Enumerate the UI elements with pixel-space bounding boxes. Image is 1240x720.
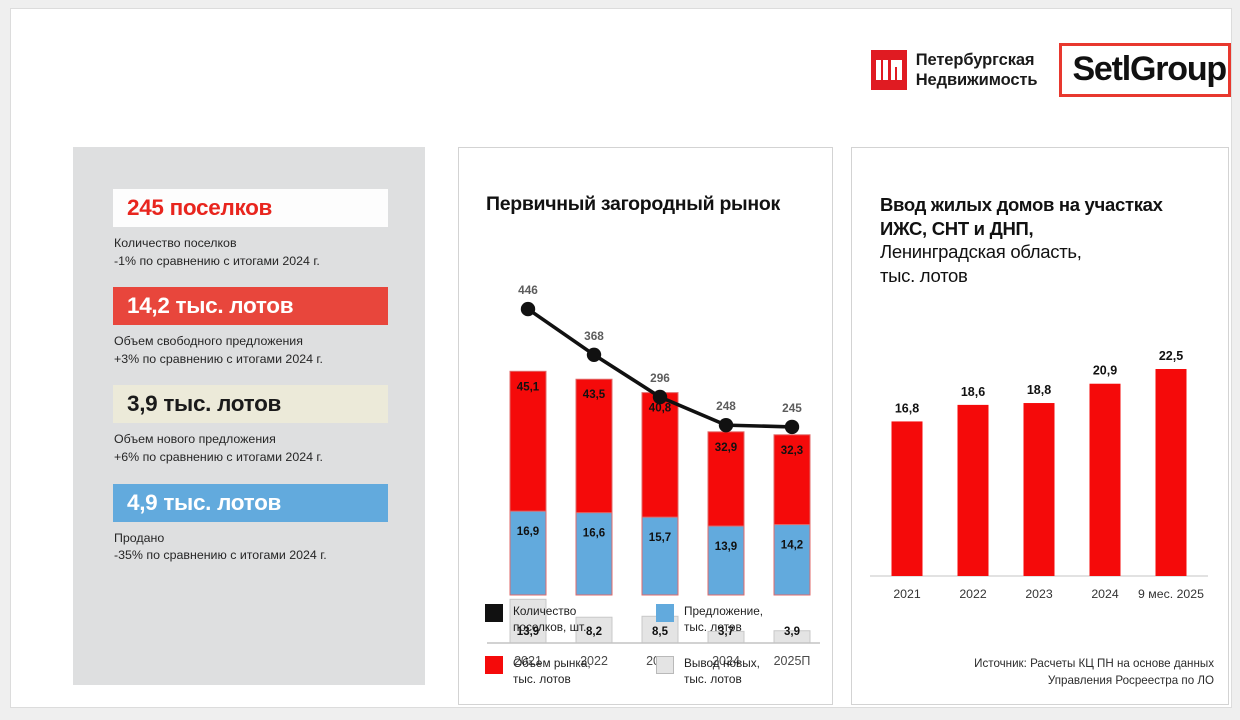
- chart-title-line-2: ИЖС, СНТ и ДНП,: [880, 217, 1034, 239]
- svg-text:2023: 2023: [1025, 587, 1053, 601]
- svg-text:2025П: 2025П: [774, 654, 811, 668]
- svg-text:14,2: 14,2: [781, 540, 803, 552]
- housing-commissioned-panel: Ввод жилых домов на участках ИЖС, СНТ и …: [851, 147, 1229, 705]
- housing-commissioned-chart: 16,8 2021 18,6 2022 18,8 2023 20,9 2024 22,5 9 ме…: [868, 318, 1216, 618]
- svg-text:13,9: 13,9: [715, 541, 737, 553]
- svg-text:40,8: 40,8: [649, 403, 672, 415]
- svg-text:8,5: 8,5: [652, 626, 669, 638]
- kpi-desc-line-1: Количество поселков: [114, 236, 237, 250]
- svg-text:3,7: 3,7: [718, 626, 734, 638]
- petersburg-realty-logo: Петербургская Недвижимость: [870, 50, 1038, 90]
- kpi-value: 4,9 тыс. лотов: [113, 483, 388, 522]
- source-line-2: Управления Росреестра по ЛО: [1047, 674, 1214, 688]
- kpi-desc-line-1: Объем нового предложения: [114, 432, 276, 447]
- kpi-desc-line-2: -35% по сравнению с итогами 2024 г.: [114, 548, 327, 563]
- chart-subtitle-line-1: Ленинградская область,: [880, 241, 1082, 263]
- svg-text:245: 245: [782, 401, 802, 415]
- slide-canvas: Петербургская Недвижимость SetlGroup 245…: [10, 8, 1232, 708]
- svg-text:32,3: 32,3: [781, 445, 803, 457]
- primary-suburban-market-panel: Первичный загородный рынок 45,1 16,9 43,5 1…: [458, 147, 833, 705]
- legend-label-line-1: Предложение,: [684, 604, 764, 618]
- svg-text:32,9: 32,9: [715, 442, 737, 454]
- chart-title-line-1: Ввод жилых домов на участках: [880, 194, 1163, 215]
- kpi-description: Объем нового предложения +6% по сравнени…: [113, 431, 388, 466]
- legend-swatch-blue-icon: [656, 604, 674, 622]
- legend-item: Количество поселков, шт.: [485, 603, 644, 635]
- legend-swatch-black-icon: [485, 604, 503, 622]
- source-line-1: Источник: Расчеты КЦ ПН на основе данных: [974, 657, 1214, 671]
- pn-monogram-icon: [870, 50, 907, 90]
- kpi-description: Продано -35% по сравнению с итогами 2024…: [113, 530, 388, 565]
- svg-text:296: 296: [650, 371, 670, 385]
- svg-text:248: 248: [716, 399, 736, 413]
- legend-label: Вывод новых, тыс. лотов: [684, 655, 760, 687]
- kpi-panel: 245 поселков Количество поселков -1% по …: [73, 147, 425, 685]
- legend-label-line-1: Вывод новых,: [684, 656, 760, 671]
- kpi-desc-line-2: +6% по сравнению с итогами 2024 г.: [114, 450, 323, 465]
- legend-label: Количество поселков, шт.: [513, 603, 586, 635]
- legend-label-line-2: поселков, шт.: [513, 620, 587, 635]
- svg-text:18,8: 18,8: [1027, 383, 1051, 397]
- legend-label-line-2: тыс. лотов: [684, 672, 742, 687]
- legend-item: Предложение, тыс. лотов: [656, 603, 815, 635]
- svg-text:2024: 2024: [712, 654, 740, 668]
- svg-text:15,7: 15,7: [649, 532, 671, 544]
- kpi-card-settlements: 245 поселков Количество поселков -1% по …: [113, 189, 388, 270]
- kpi-description: Количество поселков -1% по сравнению с и…: [113, 235, 388, 270]
- svg-text:16,9: 16,9: [517, 526, 539, 538]
- primary-market-chart: 45,1 16,9 43,5 16,6 40,8 15,7 32,9 13,9 32,3 14,2…: [473, 243, 820, 703]
- legend-swatch-gray-icon: [656, 656, 674, 675]
- svg-text:8,2: 8,2: [586, 626, 602, 638]
- svg-text:20,9: 20,9: [1093, 364, 1117, 378]
- kpi-card-free-supply: 14,2 тыс. лотов Объем свободного предлож…: [113, 287, 388, 368]
- kpi-description: Объем свободного предложения +3% по срав…: [113, 333, 388, 368]
- legend-label: Предложение, тыс. лотов: [684, 603, 763, 635]
- svg-text:2024: 2024: [1091, 587, 1119, 601]
- svg-text:446: 446: [518, 283, 538, 297]
- kpi-desc-line-2: -1% по сравнению с итогами 2024 г.: [114, 253, 320, 268]
- chart-title: Первичный загородный рынок: [486, 193, 780, 215]
- svg-text:2022: 2022: [959, 587, 987, 601]
- chart-source-note: Источник: Расчеты КЦ ПН на основе данных…: [894, 656, 1214, 690]
- svg-text:3,9: 3,9: [784, 626, 800, 638]
- svg-text:22,5: 22,5: [1159, 349, 1183, 363]
- kpi-desc-line-2: +3% по сравнению с итогами 2024 г.: [114, 351, 323, 366]
- kpi-desc-line-1: Продано: [114, 530, 165, 545]
- kpi-card-sold: 4,9 тыс. лотов Продано -35% по сравнению…: [113, 483, 388, 565]
- pn-logo-line-2: Недвижимость: [915, 71, 1038, 89]
- legend-swatch-red-icon: [485, 656, 503, 675]
- svg-text:2021: 2021: [514, 654, 542, 668]
- legend-label-line-2: тыс. лотов: [684, 620, 742, 635]
- kpi-desc-line-1: Объем свободного предложения: [114, 334, 303, 349]
- legend-item: Вывод новых, тыс. лотов: [656, 655, 815, 687]
- svg-text:9 мес. 2025: 9 мес. 2025: [1138, 587, 1204, 601]
- legend-label-line-1: Объем рынка,: [513, 656, 591, 671]
- svg-text:2022: 2022: [580, 654, 608, 668]
- kpi-value: 3,9 тыс. лотов: [113, 385, 388, 424]
- svg-text:18,6: 18,6: [961, 385, 985, 399]
- header-logos: Петербургская Недвижимость SetlGroup: [870, 43, 1231, 97]
- legend-label: Объем рынка, тыс. лотов: [513, 655, 591, 687]
- setl-group-wordmark: SetlGroup: [1069, 49, 1228, 89]
- kpi-value: 14,2 тыс. лотов: [113, 287, 388, 326]
- legend-item: Объем рынка, тыс. лотов: [485, 655, 644, 687]
- kpi-card-new-supply: 3,9 тыс. лотов Объем нового предложения …: [113, 385, 388, 466]
- chart-subtitle-line-2: тыс. лотов: [880, 265, 968, 287]
- pn-logo-wordmark: Петербургская Недвижимость: [916, 50, 1038, 90]
- kpi-value: 245 поселков: [113, 189, 388, 227]
- svg-text:13,9: 13,9: [517, 626, 539, 638]
- setl-group-logo: SetlGroup: [1059, 43, 1231, 97]
- svg-text:45,1: 45,1: [517, 381, 540, 393]
- kpi-list: 245 поселков Количество поселков -1% по …: [113, 189, 388, 582]
- chart-legend: Количество поселков, шт. Предложение, ты…: [485, 603, 815, 687]
- svg-text:2021: 2021: [893, 587, 921, 601]
- legend-label-line-2: тыс. лотов: [513, 672, 571, 687]
- pn-logo-line-1: Петербургская: [915, 50, 1035, 69]
- legend-label-line-1: Количество: [513, 604, 577, 618]
- svg-text:16,6: 16,6: [583, 528, 605, 540]
- svg-text:43,5: 43,5: [583, 389, 606, 401]
- svg-text:16,8: 16,8: [895, 401, 919, 415]
- svg-text:368: 368: [584, 329, 604, 343]
- chart-title: Ввод жилых домов на участках ИЖС, СНТ и …: [880, 193, 1210, 288]
